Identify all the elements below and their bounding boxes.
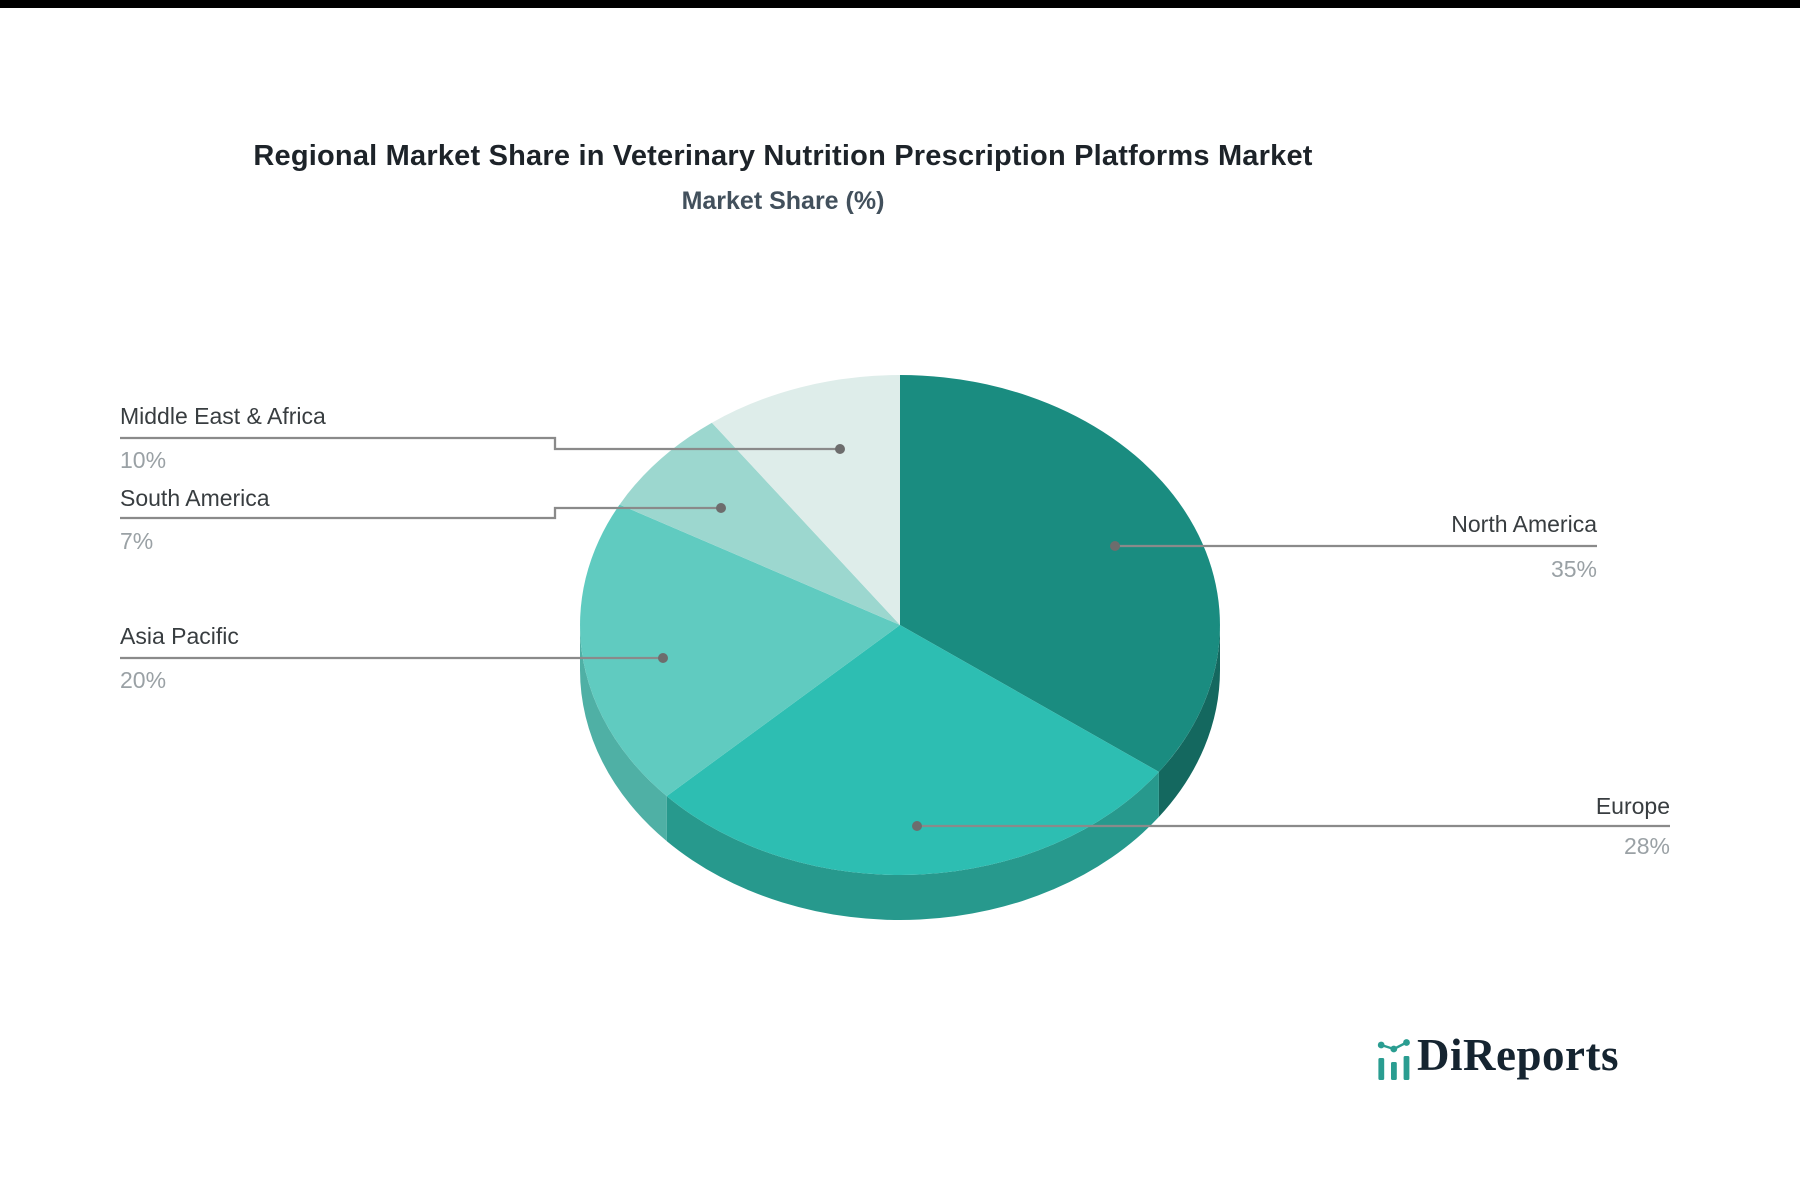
callout-line-south-america — [120, 506, 721, 520]
pie-depth-europe — [666, 771, 1159, 920]
label-asia-pacific: Asia Pacific — [120, 623, 239, 649]
callout-dot-north-america — [1110, 541, 1120, 551]
value-south-america: 7% — [120, 528, 154, 554]
callout-dot-europe — [912, 821, 922, 831]
value-middle-east-africa: 10% — [120, 447, 167, 473]
value-asia-pacific: 20% — [120, 667, 167, 693]
callout-dot-middle-east-africa — [835, 444, 845, 454]
label-europe: Europe — [1595, 793, 1670, 819]
pie-slice-asia-pacific[interactable] — [580, 504, 900, 797]
callout-dot-asia-pacific — [658, 653, 668, 663]
pie-depth-north-america — [1158, 625, 1220, 817]
pie-depth-asia-pacific — [580, 625, 667, 842]
logo-text: DiReports — [1417, 1030, 1619, 1080]
direports-logo: DiReports — [1376, 1030, 1619, 1080]
page-subtitle: Market Share (%) — [681, 187, 885, 215]
page-title: Regional Market Share in Veterinary Nutr… — [253, 140, 1313, 172]
pie-slice-north-america[interactable] — [900, 375, 1220, 772]
pie-slice-middle-east-africa[interactable] — [711, 375, 900, 625]
callout-line-middle-east-africa — [120, 436, 840, 451]
title-block: Regional Market Share in Veterinary Nutr… — [0, 138, 1566, 216]
bar-chart-trend-icon — [1377, 1039, 1410, 1080]
pie-slice-south-america[interactable] — [619, 422, 900, 625]
value-north-america: 35% — [1550, 556, 1597, 582]
callout-dot-south-america — [716, 503, 726, 513]
value-europe: 28% — [1623, 833, 1670, 859]
label-south-america: South America — [120, 485, 270, 511]
label-middle-east-africa: Middle East & Africa — [120, 403, 326, 429]
label-north-america: North America — [1451, 511, 1597, 537]
pie-slice-europe[interactable] — [666, 625, 1159, 875]
top-border — [0, 0, 1800, 8]
